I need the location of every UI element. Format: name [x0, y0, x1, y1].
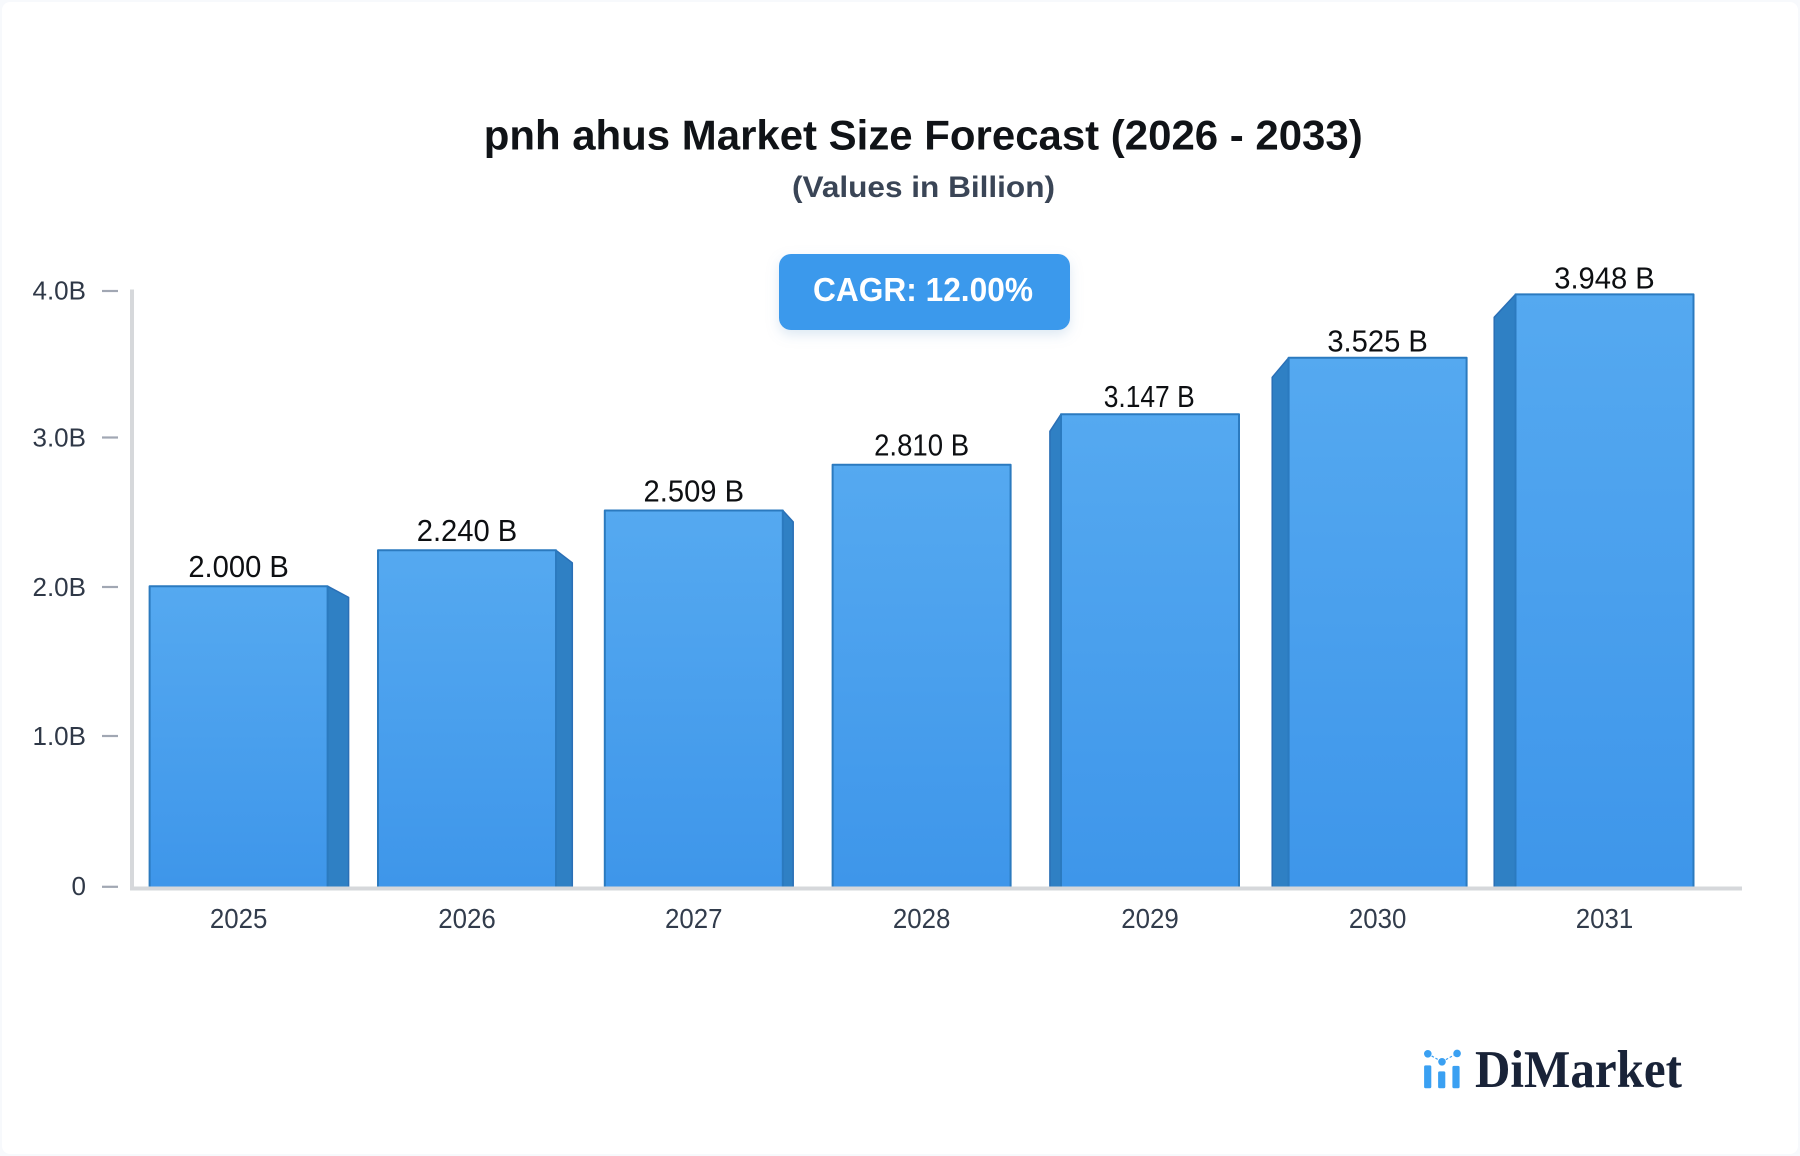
svg-text:2027: 2027 [665, 903, 723, 934]
svg-text:2026: 2026 [438, 903, 496, 934]
svg-text:pnh ahus Market Size Forecast: pnh ahus Market Size Forecast (2026 - 20… [484, 112, 1363, 159]
svg-text:(Values in Billion): (Values in Billion) [792, 171, 1055, 204]
svg-text:2025: 2025 [210, 903, 268, 934]
svg-text:CAGR: 12.00%: CAGR: 12.00% [813, 271, 1033, 308]
svg-text:2.509 B: 2.509 B [644, 474, 745, 509]
svg-text:2028: 2028 [893, 903, 951, 934]
svg-text:0: 0 [72, 871, 86, 901]
svg-text:2031: 2031 [1576, 903, 1634, 934]
svg-text:2030: 2030 [1349, 903, 1407, 934]
svg-text:2.000 B: 2.000 B [188, 549, 289, 584]
svg-text:2.0B: 2.0B [33, 572, 87, 602]
svg-text:3.0B: 3.0B [33, 423, 87, 453]
svg-text:2.240 B: 2.240 B [417, 513, 518, 548]
svg-text:3.948 B: 3.948 B [1554, 260, 1655, 295]
svg-text:3.147 B: 3.147 B [1104, 379, 1195, 414]
svg-text:DiMarket: DiMarket [1475, 1041, 1682, 1099]
svg-text:4.0B: 4.0B [33, 276, 87, 306]
svg-text:3.525 B: 3.525 B [1327, 323, 1428, 358]
svg-text:2029: 2029 [1121, 903, 1179, 934]
svg-text:2.810 B: 2.810 B [874, 428, 969, 463]
svg-text:1.0B: 1.0B [33, 721, 87, 751]
